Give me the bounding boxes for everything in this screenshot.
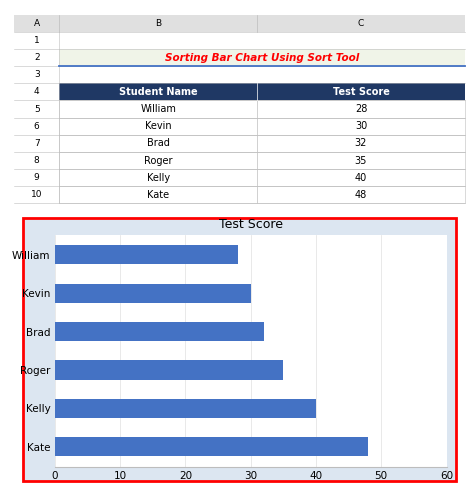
Bar: [257, 83, 465, 101]
Text: 7: 7: [34, 139, 40, 148]
Bar: [257, 169, 465, 186]
Text: 40: 40: [355, 173, 367, 183]
Text: 5: 5: [34, 105, 40, 114]
Bar: [55, 284, 251, 303]
Text: 1: 1: [34, 36, 40, 45]
Text: Brad: Brad: [147, 138, 170, 148]
Text: B: B: [155, 19, 161, 28]
Text: 6: 6: [34, 122, 40, 131]
Text: William: William: [140, 104, 176, 114]
Bar: [59, 186, 257, 203]
Bar: [55, 361, 283, 379]
Text: 4: 4: [34, 87, 39, 96]
Title: Test Score: Test Score: [219, 218, 283, 231]
Bar: [257, 135, 465, 152]
Text: 8: 8: [34, 156, 40, 165]
Bar: [55, 245, 237, 264]
Text: 28: 28: [355, 104, 367, 114]
Bar: [55, 235, 447, 467]
Text: C: C: [358, 19, 364, 28]
Bar: [14, 15, 465, 32]
Text: Student Name: Student Name: [119, 87, 198, 97]
Text: 10: 10: [31, 190, 43, 199]
Bar: [59, 118, 257, 135]
Text: A: A: [34, 19, 40, 28]
Text: 48: 48: [355, 190, 367, 200]
Text: 32: 32: [355, 138, 367, 148]
Bar: [59, 169, 257, 186]
Text: Sorting Bar Chart Using Sort Tool: Sorting Bar Chart Using Sort Tool: [165, 53, 359, 62]
Bar: [59, 49, 465, 66]
Bar: [55, 399, 316, 418]
Text: 9: 9: [34, 173, 40, 182]
Bar: [257, 101, 465, 118]
Bar: [257, 152, 465, 169]
Bar: [59, 83, 257, 101]
Text: 3: 3: [34, 70, 40, 79]
Text: 30: 30: [355, 121, 367, 131]
Text: 35: 35: [355, 156, 367, 166]
Bar: [59, 101, 257, 118]
Text: Roger: Roger: [144, 156, 173, 166]
Text: 2: 2: [34, 53, 39, 62]
Text: Kevin: Kevin: [145, 121, 172, 131]
Text: Kate: Kate: [147, 190, 169, 200]
Bar: [55, 322, 264, 341]
Text: Test Score: Test Score: [333, 87, 389, 97]
Bar: [59, 152, 257, 169]
Text: Kelly: Kelly: [147, 173, 170, 183]
Bar: [59, 135, 257, 152]
Bar: [55, 437, 368, 456]
Bar: [257, 118, 465, 135]
Bar: [257, 186, 465, 203]
